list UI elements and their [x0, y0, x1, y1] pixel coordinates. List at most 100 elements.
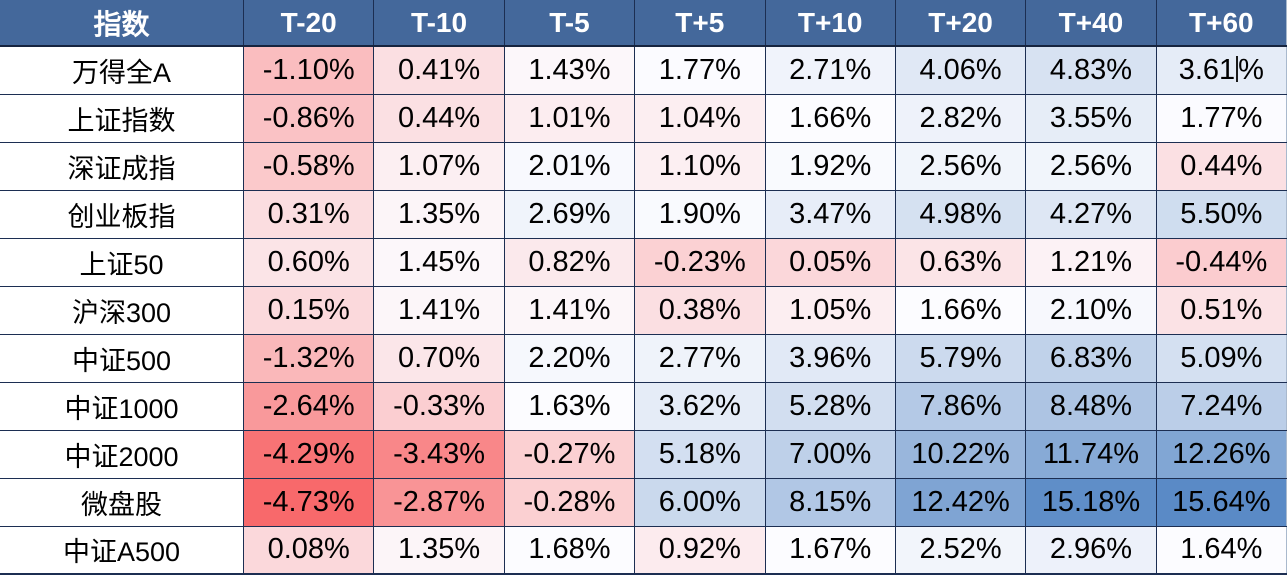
table-cell[interactable]: 3.62% [634, 381, 766, 431]
table-cell[interactable]: 5.28% [764, 381, 896, 431]
table-cell[interactable]: 0.63% [894, 237, 1027, 287]
table-cell[interactable]: 0.44% [1155, 141, 1287, 191]
table-cell[interactable]: 2.52% [894, 525, 1027, 575]
column-header[interactable]: T-10 [373, 0, 505, 47]
table-cell[interactable]: -2.64% [242, 381, 375, 431]
row-label[interactable]: 中证500 [0, 333, 244, 383]
row-label[interactable]: 上证指数 [0, 93, 244, 143]
table-cell[interactable]: 5.09% [1155, 333, 1287, 383]
table-cell[interactable]: 0.82% [503, 237, 636, 287]
table-cell[interactable]: 2.20% [503, 333, 636, 383]
table-cell[interactable]: -0.23% [634, 237, 766, 287]
row-label[interactable]: 万得全A [0, 45, 244, 95]
column-header[interactable]: T-5 [503, 0, 636, 47]
table-cell[interactable]: 6.00% [634, 477, 766, 527]
row-label[interactable]: 沪深300 [0, 285, 244, 335]
table-cell[interactable]: 0.70% [373, 333, 505, 383]
table-cell[interactable]: 1.41% [503, 285, 636, 335]
table-cell[interactable]: 0.31% [242, 189, 375, 239]
table-cell[interactable]: 1.05% [764, 285, 896, 335]
table-cell[interactable]: 3.96% [764, 333, 896, 383]
table-cell[interactable]: 3.61% [1155, 45, 1287, 95]
row-label[interactable]: 中证1000 [0, 381, 244, 431]
table-cell[interactable]: 3.47% [764, 189, 896, 239]
table-cell[interactable]: 15.18% [1025, 477, 1157, 527]
table-cell[interactable]: 10.22% [894, 429, 1027, 479]
table-cell[interactable]: 6.83% [1025, 333, 1157, 383]
table-cell[interactable]: -1.10% [242, 45, 375, 95]
table-cell[interactable]: 0.41% [373, 45, 505, 95]
column-header[interactable]: T+60 [1155, 0, 1287, 47]
table-cell[interactable]: 1.43% [503, 45, 636, 95]
table-cell[interactable]: 1.66% [764, 93, 896, 143]
table-cell[interactable]: 1.77% [1155, 93, 1287, 143]
row-label[interactable]: 中证A500 [0, 525, 244, 575]
table-cell[interactable]: 1.68% [503, 525, 636, 575]
table-cell[interactable]: 1.10% [634, 141, 766, 191]
table-cell[interactable]: 11.74% [1025, 429, 1157, 479]
table-cell[interactable]: 4.98% [894, 189, 1027, 239]
table-cell[interactable]: 1.67% [764, 525, 896, 575]
row-label[interactable]: 深证成指 [0, 141, 244, 191]
table-cell[interactable]: 0.92% [634, 525, 766, 575]
table-cell[interactable]: 2.77% [634, 333, 766, 383]
column-header[interactable]: T+5 [634, 0, 766, 47]
table-cell[interactable]: 0.08% [242, 525, 375, 575]
table-cell[interactable]: 7.24% [1155, 381, 1287, 431]
table-cell[interactable]: 0.05% [764, 237, 896, 287]
table-cell[interactable]: 7.00% [764, 429, 896, 479]
table-cell[interactable]: 1.63% [503, 381, 636, 431]
table-cell[interactable]: 7.86% [894, 381, 1027, 431]
column-header[interactable]: T+20 [894, 0, 1027, 47]
table-cell[interactable]: 12.42% [894, 477, 1027, 527]
table-cell[interactable]: 5.18% [634, 429, 766, 479]
table-cell[interactable]: 15.64% [1155, 477, 1287, 527]
column-header[interactable]: T+40 [1025, 0, 1157, 47]
table-cell[interactable]: -0.33% [373, 381, 505, 431]
table-cell[interactable]: 4.06% [894, 45, 1027, 95]
table-cell[interactable]: 8.48% [1025, 381, 1157, 431]
table-cell[interactable]: 2.69% [503, 189, 636, 239]
column-header[interactable]: T-20 [242, 0, 375, 47]
table-cell[interactable]: 1.01% [503, 93, 636, 143]
table-cell[interactable]: 2.01% [503, 141, 636, 191]
table-cell[interactable]: 3.55% [1025, 93, 1157, 143]
table-cell[interactable]: 1.64% [1155, 525, 1287, 575]
table-cell[interactable]: 0.60% [242, 237, 375, 287]
table-cell[interactable]: 1.92% [764, 141, 896, 191]
table-cell[interactable]: 1.35% [373, 525, 505, 575]
table-cell[interactable]: -4.73% [242, 477, 375, 527]
table-cell[interactable]: -4.29% [242, 429, 375, 479]
table-cell[interactable]: 2.71% [764, 45, 896, 95]
table-cell[interactable]: 1.90% [634, 189, 766, 239]
table-cell[interactable]: 4.83% [1025, 45, 1157, 95]
table-cell[interactable]: 1.66% [894, 285, 1027, 335]
table-cell[interactable]: -0.28% [503, 477, 636, 527]
table-cell[interactable]: 1.04% [634, 93, 766, 143]
table-cell[interactable]: 1.35% [373, 189, 505, 239]
table-cell[interactable]: -3.43% [373, 429, 505, 479]
table-cell[interactable]: 0.15% [242, 285, 375, 335]
table-cell[interactable]: 1.07% [373, 141, 505, 191]
table-cell[interactable]: -0.86% [242, 93, 375, 143]
table-cell[interactable]: 2.56% [894, 141, 1027, 191]
table-cell[interactable]: 2.82% [894, 93, 1027, 143]
table-cell[interactable]: 1.77% [634, 45, 766, 95]
index-column-header[interactable]: 指数 [0, 0, 244, 47]
table-cell[interactable]: 2.56% [1025, 141, 1157, 191]
table-cell[interactable]: 1.21% [1025, 237, 1157, 287]
table-cell[interactable]: -0.58% [242, 141, 375, 191]
table-cell[interactable]: 0.38% [634, 285, 766, 335]
row-label[interactable]: 上证50 [0, 237, 244, 287]
table-cell[interactable]: 4.27% [1025, 189, 1157, 239]
row-label[interactable]: 中证2000 [0, 429, 244, 479]
table-cell[interactable]: -1.32% [242, 333, 375, 383]
table-cell[interactable]: 2.96% [1025, 525, 1157, 575]
table-cell[interactable]: -0.27% [503, 429, 636, 479]
table-cell[interactable]: 5.79% [894, 333, 1027, 383]
table-cell[interactable]: 0.44% [373, 93, 505, 143]
column-header[interactable]: T+10 [764, 0, 896, 47]
table-cell[interactable]: -2.87% [373, 477, 505, 527]
table-cell[interactable]: 5.50% [1155, 189, 1287, 239]
row-label[interactable]: 创业板指 [0, 189, 244, 239]
